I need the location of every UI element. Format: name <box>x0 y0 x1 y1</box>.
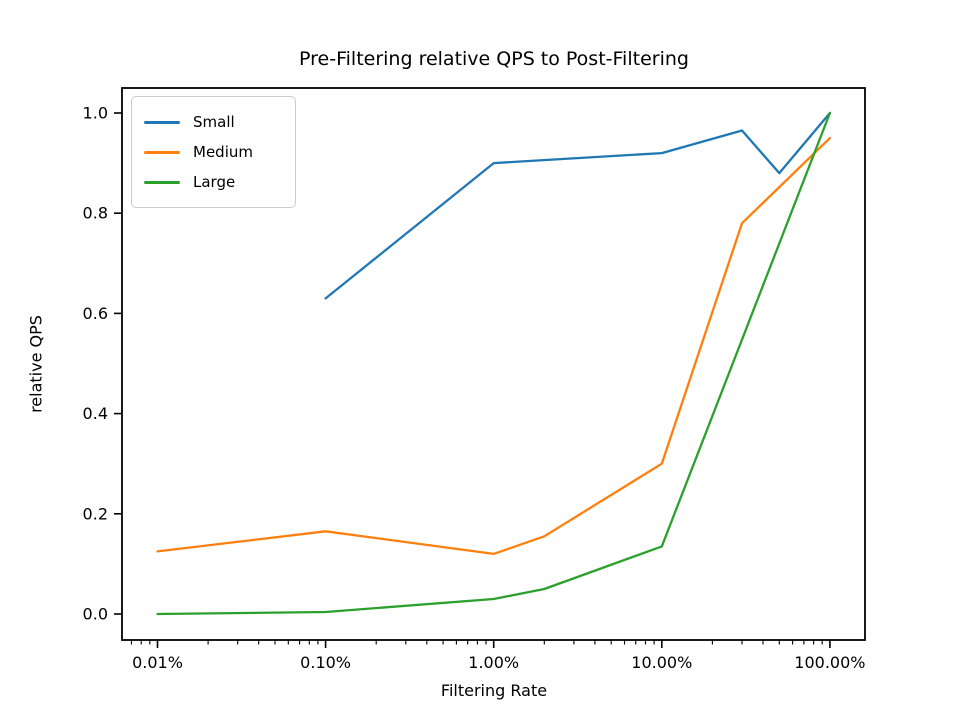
x-axis-label: Filtering Rate <box>440 681 548 700</box>
legend-swatch-small <box>144 120 180 124</box>
x-tick-label: 0.10% <box>300 653 351 672</box>
x-tick-label: 0.01% <box>132 653 183 672</box>
series-line-small <box>324 111 832 300</box>
series-line-large <box>156 111 832 616</box>
y-tick-label: 1.0 <box>83 104 108 123</box>
y-tick-label: 0.2 <box>83 504 108 523</box>
x-tick-label: 10.00% <box>631 653 692 672</box>
legend-swatch-medium <box>144 150 180 154</box>
y-tick-label: 0.4 <box>83 404 108 423</box>
y-tick-label: 0.0 <box>83 605 108 624</box>
y-tick-label: 0.8 <box>83 204 108 223</box>
x-tick-label: 1.00% <box>468 653 519 672</box>
legend-label-small: Small <box>193 113 235 131</box>
legend-item-large: Large <box>144 167 281 197</box>
chart-title: Pre-Filtering relative QPS to Post-Filte… <box>299 48 689 70</box>
legend-item-medium: Medium <box>144 137 281 167</box>
legend-item-small: Small <box>144 107 281 137</box>
legend-swatch-large <box>144 180 180 184</box>
legend: Small Medium Large <box>131 96 296 208</box>
series-line-medium <box>156 136 832 556</box>
x-tick-label: 100.00% <box>794 653 865 672</box>
legend-label-medium: Medium <box>193 143 253 161</box>
legend-label-large: Large <box>193 173 236 191</box>
y-tick-label: 0.6 <box>83 304 108 323</box>
